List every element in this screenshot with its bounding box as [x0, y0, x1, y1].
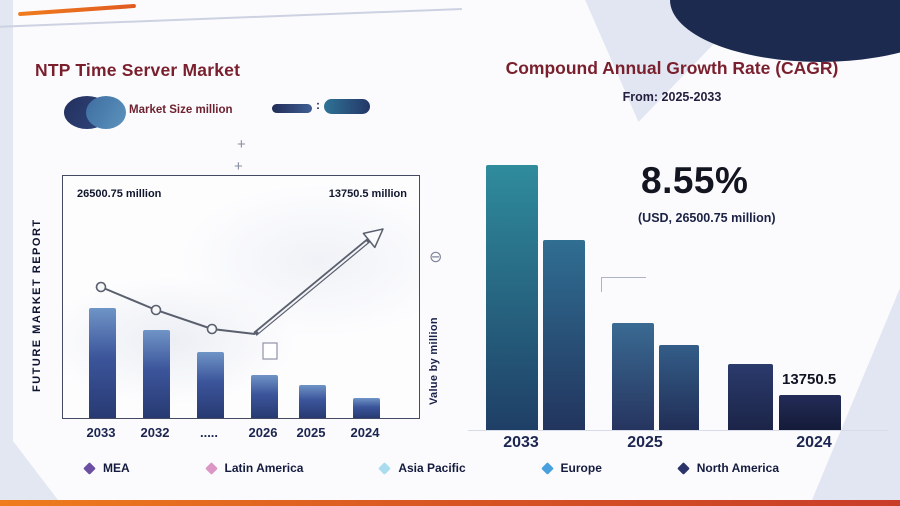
- right-bar-2024-1: [728, 364, 773, 430]
- legend-diamond-icon: [540, 461, 554, 475]
- bg-left-strip: [0, 0, 13, 506]
- left-xaxis-label: 2033: [86, 425, 116, 440]
- right-xaxis-label: 2024: [796, 434, 832, 451]
- right-chart-title: Compound Annual Growth Rate (CAGR): [505, 58, 839, 78]
- left-bar-2024: [353, 398, 380, 418]
- right-chart-baseline: [468, 430, 888, 431]
- legend-label: Europe: [560, 461, 602, 475]
- left-chart-panel: 26500.75 million 13750.5 million: [62, 175, 420, 419]
- plus-decor-icon: +: [237, 136, 246, 153]
- cylinder-icon-front: [86, 96, 126, 129]
- right-xaxis-label: 2025: [627, 434, 663, 451]
- left-chart-title: NTP Time Server Market: [35, 60, 241, 80]
- right-bar-2024-2: [779, 395, 841, 430]
- pill-separator: :: [316, 98, 320, 112]
- future-market-report-label: FUTURE MARKET REPORT: [31, 218, 43, 392]
- legend-label: Latin America: [224, 461, 304, 475]
- right-xaxis-label: 2033: [503, 434, 539, 451]
- legend-label: Asia Pacific: [398, 461, 466, 475]
- bottom-legend: MEA Latin America Asia Pacific Europe North …: [83, 461, 779, 475]
- pill-shape-icon: [272, 104, 312, 113]
- bottom-accent-bar: [0, 500, 900, 506]
- right-bar-2033-1: [486, 165, 538, 430]
- market-size-legend-label: Market Size million: [129, 104, 233, 116]
- legend-diamond-icon: [676, 461, 690, 475]
- legend-diamond-icon: [83, 461, 96, 475]
- left-chart-xaxis: 2033 2032..... 2026 2025 2024: [62, 425, 420, 443]
- pill-shape-gradient-icon: [324, 99, 370, 114]
- right-chart-subtitle: From: 2025-2033: [622, 90, 722, 104]
- left-bar-2026: [251, 375, 278, 418]
- left-chart-max-value-label: 26500.75 million: [77, 188, 162, 200]
- cagr-value: 8.55%: [641, 160, 749, 201]
- legend-diamond-icon: [204, 461, 218, 475]
- left-xaxis-label: .....: [199, 425, 219, 440]
- left-bar-2032: [143, 330, 170, 418]
- right-chart-annotation: 13750.5: [782, 371, 837, 388]
- right-bar-2025-2: [659, 345, 699, 430]
- legend-label: North America: [696, 461, 779, 475]
- left-chart-end-value-label: 13750.5 million: [328, 188, 407, 200]
- legend-item-latin-america: Latin America: [204, 461, 304, 475]
- left-xaxis-label: 2026: [248, 425, 278, 440]
- left-xaxis-label: 2032: [140, 425, 170, 440]
- left-xaxis-label: 2024: [350, 425, 380, 440]
- legend-item-north-america: North America: [676, 461, 779, 475]
- legend-label: MEA: [103, 461, 130, 475]
- step-bracket-decor: [601, 277, 646, 292]
- value-axis-label: Value by million: [428, 317, 440, 405]
- left-bar-.....: [197, 352, 224, 418]
- left-bar-2025: [299, 385, 326, 418]
- legend-diamond-icon: [378, 461, 392, 475]
- legend-item-europe: Europe: [540, 461, 602, 475]
- right-bar-2033-2: [543, 240, 585, 430]
- right-bar-2025-1: [612, 323, 654, 430]
- zoom-out-icon: ⊖: [429, 249, 443, 266]
- plus-decor-icon: +: [234, 158, 243, 175]
- cagr-note: (USD, 26500.75 million): [638, 211, 776, 225]
- legend-item-asia-pacific: Asia Pacific: [378, 461, 466, 475]
- left-xaxis-label: 2025: [296, 425, 326, 440]
- legend-item-mea: MEA: [83, 461, 130, 475]
